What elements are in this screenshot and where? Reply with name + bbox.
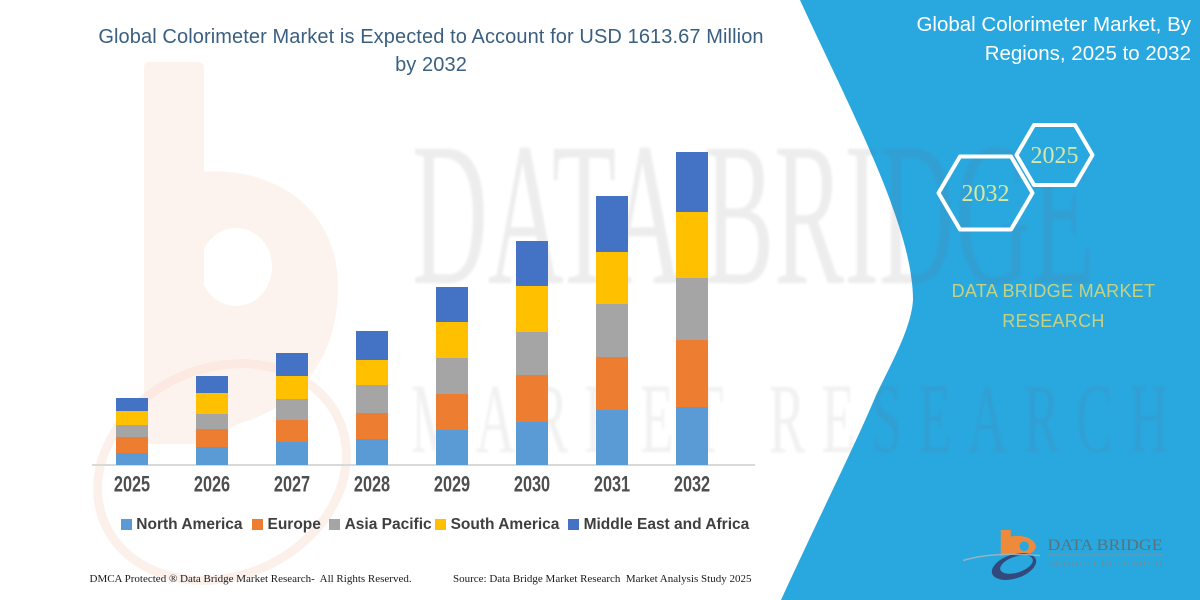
svg-text:MARKET RESEARCH: MARKET RESEARCH — [1048, 559, 1164, 568]
svg-text:DATA BRIDGE: DATA BRIDGE — [1048, 537, 1163, 554]
svg-text:2025: 2025 — [1031, 143, 1079, 169]
svg-text:2032: 2032 — [962, 181, 1010, 207]
